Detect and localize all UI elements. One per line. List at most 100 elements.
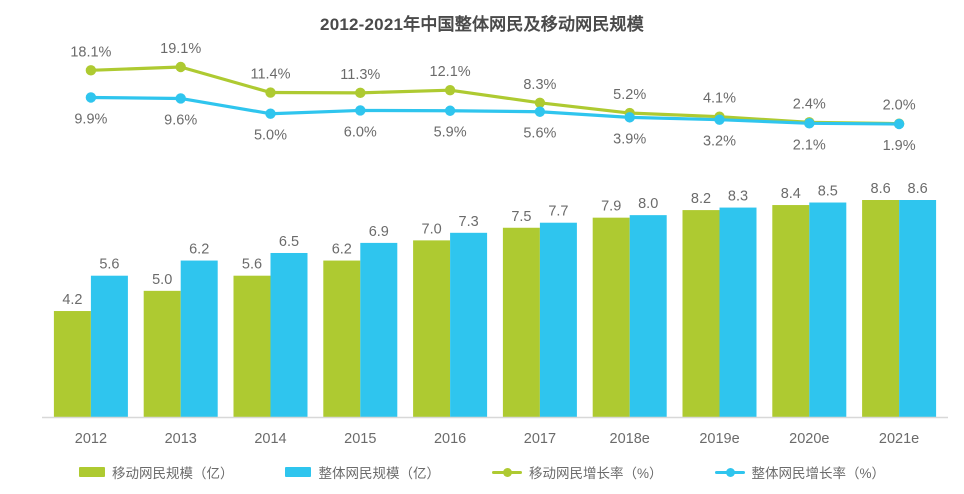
bar-overall-2020e [809,202,847,417]
bar-label-overall-2016: 7.3 [459,214,479,230]
point-label-overall-growth-2012: 9.9% [74,111,107,127]
bar-overall-2019e [719,207,757,417]
bar-label-mobile-2013: 5.0 [152,272,172,288]
point-label-mobile-growth-2017: 8.3% [523,77,556,93]
bar-overall-2021e [899,200,937,417]
x-axis-label-2019e: 2019e [699,431,739,447]
point-overall-growth-2014 [265,108,276,119]
bar-overall-2018e [629,215,667,417]
point-label-mobile-growth-2018e: 5.2% [613,87,646,103]
point-label-mobile-growth-2016: 12.1% [430,64,471,80]
bar-series-group: 4.2 5.0 5.6 6.2 7.0 7.5 7.9 8.2 8.4 8.6 5.6 6.2 6.5 6… [53,181,937,417]
bar-label-overall-2017: 7.7 [548,204,568,220]
bar-label-mobile-2018e: 7.9 [601,199,621,215]
chart-legend: 移动网民规模（亿） 整体网民规模（亿） 移动网民增长率（%） 整体网民增长率（%） [0,462,964,482]
bar-label-overall-2012: 5.6 [99,257,119,273]
point-mobile-growth-2016 [444,84,456,96]
bar-label-overall-2014: 6.5 [279,234,299,250]
bar-label-mobile-2016: 7.0 [422,221,442,237]
bar-label-overall-2018e: 8.0 [638,196,658,212]
bar-mobile-2016 [413,240,451,417]
x-axis-label-2015: 2015 [344,431,376,447]
point-label-overall-growth-2017: 5.6% [523,126,556,142]
chart-title: 2012-2021年中国整体网民及移动网民规模 [320,15,644,34]
bar-label-mobile-2014: 5.6 [242,257,262,273]
legend-overall-scale[interactable]: 整体网民规模（亿） [285,462,440,482]
point-mobile-growth-2015 [355,87,366,99]
legend-overall-growth[interactable]: 整体网民增长率（%） [714,462,886,482]
bar-label-overall-2015: 6.9 [369,224,389,240]
bar-label-mobile-2012: 4.2 [62,292,82,308]
point-label-mobile-growth-2020e: 2.4% [793,96,826,112]
point-label-mobile-growth-2013: 19.1% [160,41,201,57]
legend-label: 整体网民增长率（%） [751,466,886,481]
x-axis-label-2020e: 2020e [789,431,829,447]
point-label-mobile-growth-2015: 11.3% [340,67,380,83]
x-axis-label-2021e: 2021e [879,431,919,447]
bar-mobile-2015 [323,260,361,417]
legend-line-marker-icon [491,466,522,478]
point-overall-growth-2020e [804,118,815,129]
bar-label-overall-2013: 6.2 [189,242,209,258]
bar-label-overall-2021e: 8.6 [908,181,928,197]
legend-swatch-icon [285,467,312,477]
point-label-overall-growth-2018e: 3.9% [613,131,646,147]
bar-label-mobile-2019e: 8.2 [691,191,711,207]
point-mobile-growth-2012 [85,65,97,76]
point-overall-growth-2021e [893,118,905,130]
point-overall-growth-2012 [85,92,97,103]
legend-swatch-icon [78,467,105,477]
bar-overall-2015 [360,242,398,417]
point-label-overall-growth-2021e: 1.9% [883,138,916,154]
x-axis-label-2012: 2012 [75,431,107,447]
point-label-mobile-growth-2021e: 2.0% [883,98,916,114]
point-label-overall-growth-2015: 6.0% [344,124,377,140]
point-label-overall-growth-2016: 5.9% [434,125,467,141]
bar-label-overall-2020e: 8.5 [818,184,838,200]
bar-overall-2012 [90,275,128,417]
point-overall-growth-2017 [534,106,546,117]
point-overall-growth-2018e [624,112,635,123]
point-label-overall-growth-2013: 9.6% [164,112,197,128]
bar-mobile-2017 [502,227,540,417]
legend-line-marker-icon [714,466,745,478]
point-overall-growth-2019e [714,114,725,125]
bar-overall-2014 [270,252,308,417]
bar-overall-2016 [450,232,488,417]
x-axis-label-2018e: 2018e [610,431,650,447]
point-label-overall-growth-2020e: 2.1% [793,137,826,153]
legend-label: 整体网民规模（亿） [318,466,440,481]
legend-label: 移动网民规模（亿） [111,466,234,481]
bar-mobile-2019e [682,210,720,417]
point-label-overall-growth-2019e: 3.2% [703,134,736,150]
bar-mobile-2012 [53,311,91,417]
legend-label: 移动网民增长率（%） [528,466,663,481]
x-axis-labels: 2012 2013 2014 2015 2016 2017 2018e 2019e 2020e 2… [75,431,919,447]
bar-label-mobile-2020e: 8.4 [781,186,801,202]
bar-overall-2017 [539,222,577,417]
legend-mobile-scale[interactable]: 移动网民规模（亿） [78,462,234,482]
point-label-mobile-growth-2019e: 4.1% [703,91,736,107]
point-mobile-growth-2013 [175,61,186,73]
bar-label-mobile-2015: 6.2 [332,242,352,258]
bar-mobile-2020e [772,205,810,417]
line-overall-growth [89,95,901,126]
x-axis-label-2013: 2013 [165,431,197,447]
point-label-mobile-growth-2014: 11.4% [250,67,290,83]
point-mobile-growth-2014 [265,87,276,98]
bar-label-mobile-2017: 7.5 [511,209,531,225]
x-axis-label-2017: 2017 [524,431,556,447]
legend-mobile-growth[interactable]: 移动网民增长率（%） [491,462,663,482]
line-series-group: 18.1% 19.1% 11.4% 11.3% 12.1% 8.3% 5.2% 4.1% 2.4… [70,41,915,154]
point-overall-growth-2015 [355,105,366,116]
bar-overall-2013 [180,260,218,417]
bar-label-overall-2019e: 8.3 [728,189,748,205]
point-overall-growth-2013 [175,93,186,104]
bar-mobile-2021e [862,200,900,417]
bar-label-mobile-2021e: 8.6 [871,181,891,197]
point-label-mobile-growth-2012: 18.1% [70,44,111,60]
x-axis-label-2014: 2014 [254,431,286,447]
point-mobile-growth-2017 [534,97,546,108]
